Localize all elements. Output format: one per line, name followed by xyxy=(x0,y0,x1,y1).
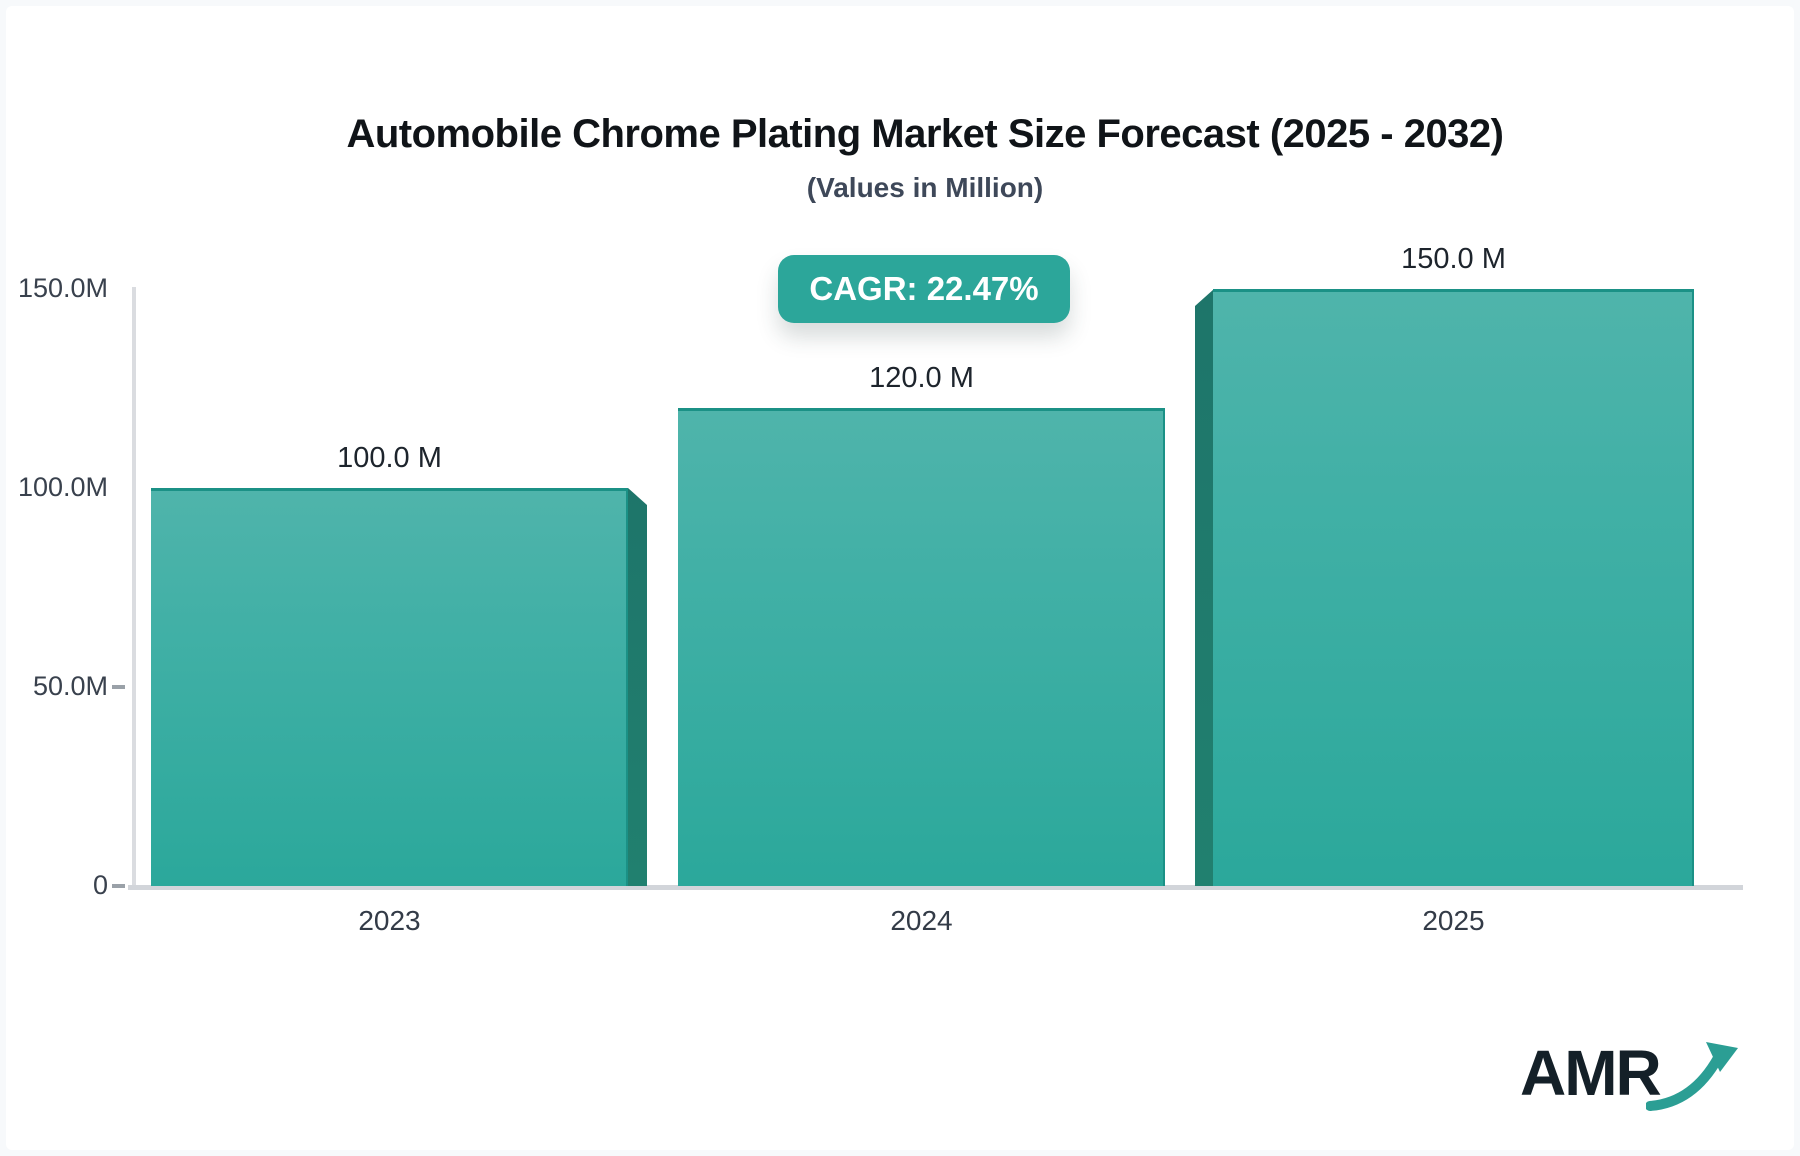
bar-2023[interactable] xyxy=(151,488,628,886)
growth-arrow-icon xyxy=(1645,1042,1738,1111)
amr-logo: AMR xyxy=(1520,1028,1760,1118)
bar-value-label-2023: 100.0 M xyxy=(337,442,442,474)
y-axis-label-50.0M: 50.0M xyxy=(32,671,108,701)
x-axis-label-2023: 2023 xyxy=(358,905,421,936)
bar-3d-side-2025 xyxy=(1195,289,1214,886)
amr-logo-text: AMR xyxy=(1520,1037,1662,1109)
bar-value-label-2024: 120.0 M xyxy=(869,362,974,394)
cagr-badge: CAGR: 22.47% xyxy=(778,255,1070,323)
y-axis-label-150.0M: 150.0M xyxy=(17,273,108,303)
y-axis-tick-mark xyxy=(112,685,125,689)
bar-2025[interactable] xyxy=(1213,289,1694,886)
chart-subtitle: (Values in Million) xyxy=(806,172,1044,203)
y-axis-tick-mark xyxy=(112,884,125,888)
y-axis-label-0: 0 xyxy=(92,870,108,900)
chart-title: Automobile Chrome Plating Market Size Fo… xyxy=(346,112,1504,156)
x-axis-label-2025: 2025 xyxy=(1422,905,1485,936)
bar-2024[interactable] xyxy=(678,408,1165,886)
x-axis-label-2024: 2024 xyxy=(890,905,953,936)
x-axis-line xyxy=(128,885,1743,890)
y-axis-line xyxy=(132,287,136,888)
bar-3d-side-2023 xyxy=(628,488,647,886)
bar-value-label-2025: 150.0 M xyxy=(1401,243,1506,275)
y-axis-label-100.0M: 100.0M xyxy=(17,472,108,502)
